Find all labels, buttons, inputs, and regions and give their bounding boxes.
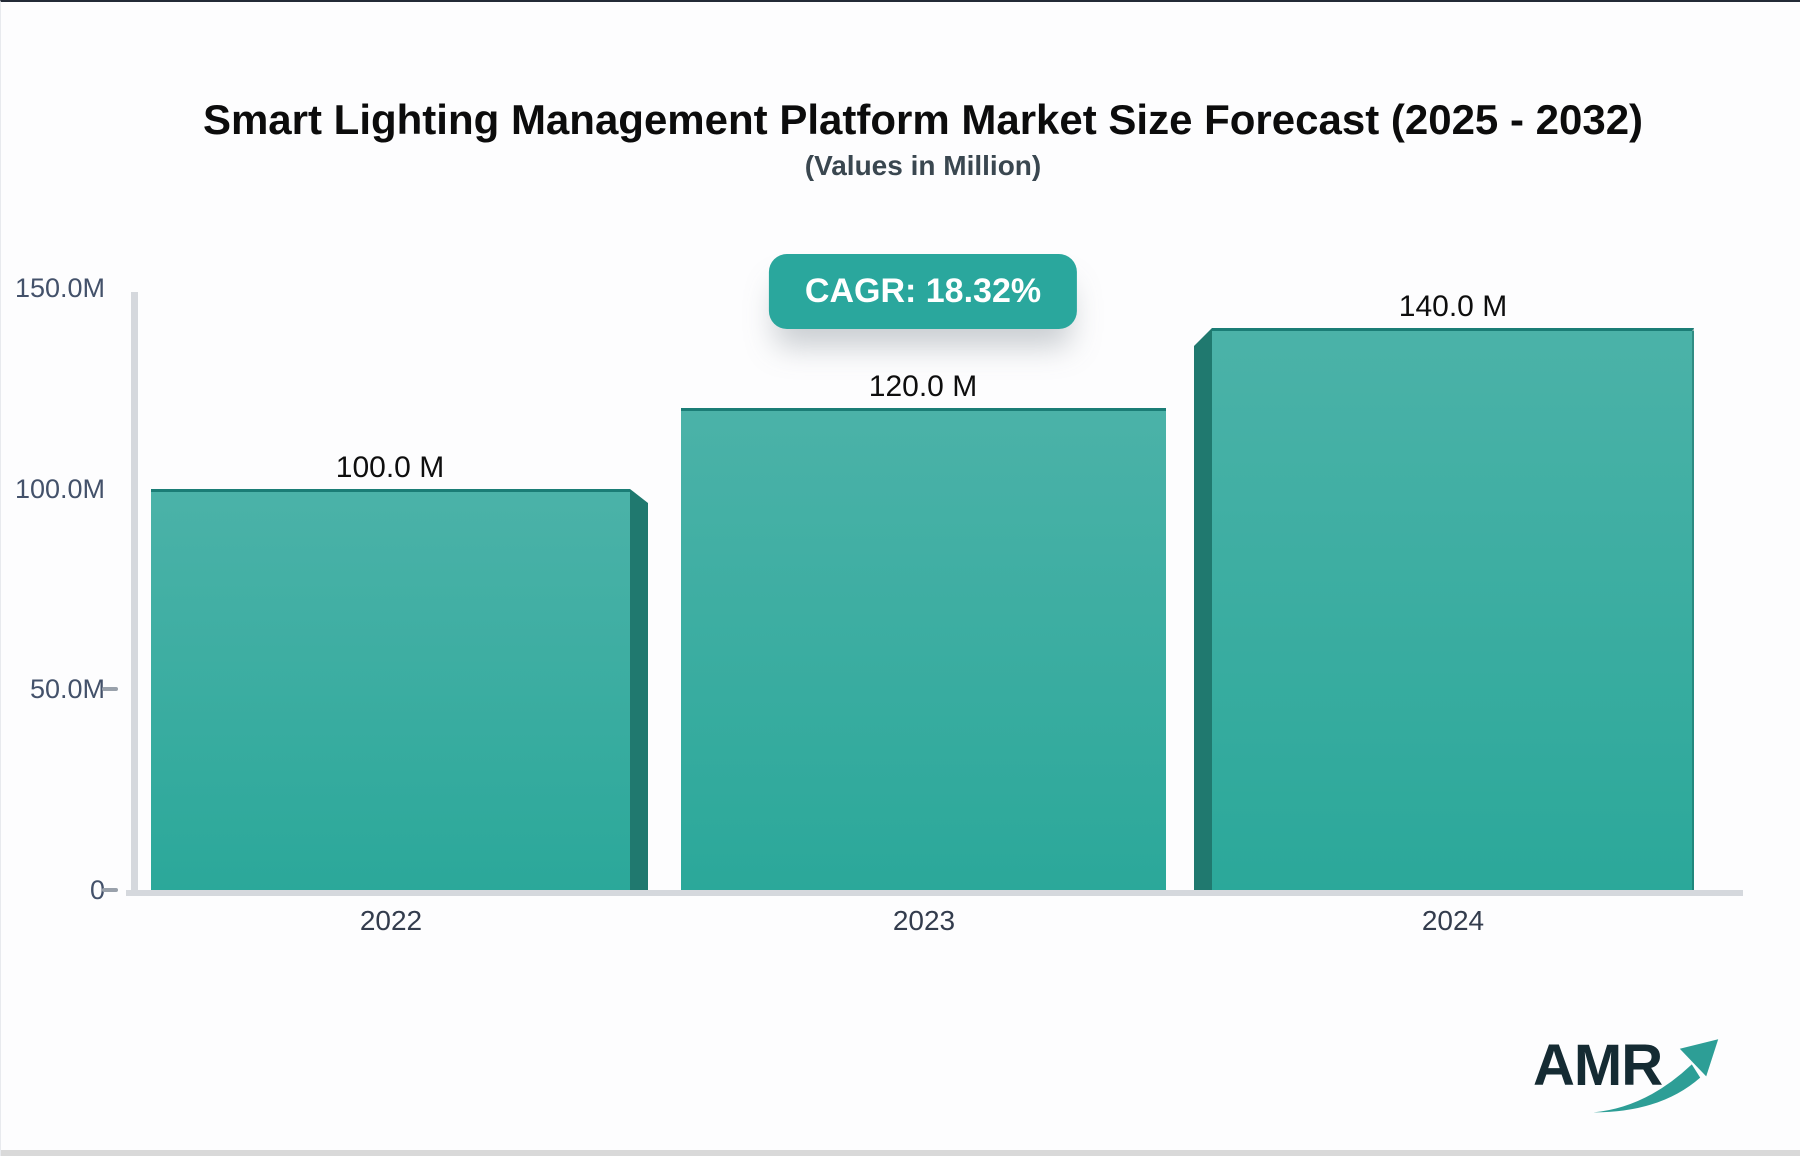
x-axis-line: [126, 890, 1743, 896]
cagr-badge: CAGR: 18.32%: [768, 254, 1078, 329]
bar-side-face: [1194, 328, 1212, 890]
chart-subtitle: (Values in Million): [804, 150, 1042, 181]
amr-logo: AMR: [1533, 1032, 1723, 1116]
y-tick-label: 100.0M: [14, 473, 105, 504]
bar-column: [681, 408, 1166, 890]
y-tick-dash: [102, 687, 118, 692]
y-tick-label: 50.0M: [29, 674, 105, 705]
chart-title: Smart Lighting Management Platform Marke…: [202, 96, 1644, 143]
x-tick-label: 2022: [359, 905, 423, 936]
growth-arrow-icon: [1593, 1039, 1719, 1113]
x-tick-label: 2023: [892, 905, 956, 936]
bar-value-label: 120.0 M: [868, 370, 978, 403]
x-tick-label: 2024: [1421, 905, 1485, 936]
bottom-border: [1, 1150, 1800, 1156]
bar-column: [1212, 328, 1694, 890]
y-tick-dash: [102, 888, 118, 892]
y-tick-label: 0: [89, 875, 105, 905]
amr-logo-text: AMR: [1533, 1033, 1663, 1098]
y-axis-line: [131, 292, 138, 890]
bar-side-face: [630, 489, 648, 890]
bar-column: [151, 489, 630, 890]
bar-value-label: 100.0 M: [335, 451, 445, 484]
bar-value-label: 140.0 M: [1398, 290, 1508, 323]
y-tick-label: 150.0M: [14, 273, 105, 303]
